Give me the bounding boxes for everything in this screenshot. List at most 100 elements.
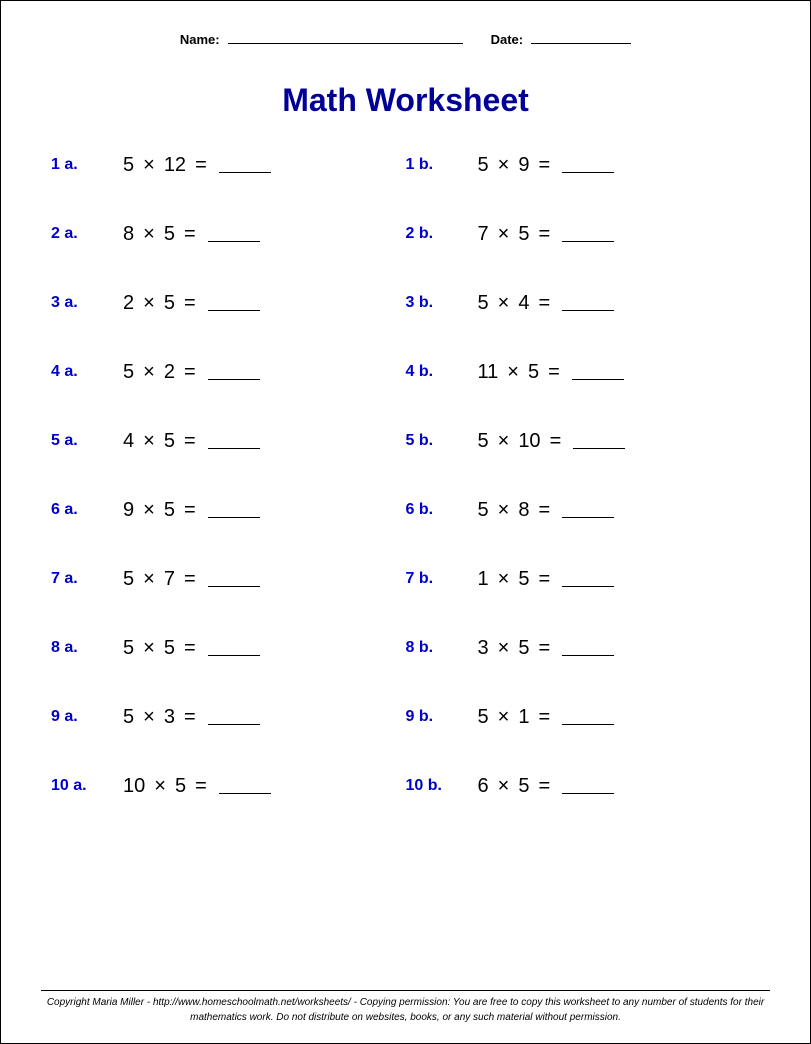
operand-a: 2 bbox=[123, 292, 134, 315]
equals-sign: = bbox=[195, 775, 207, 798]
operand-b: 5 bbox=[518, 637, 529, 660]
answer-blank[interactable] bbox=[562, 710, 614, 725]
operand-b: 1 bbox=[518, 706, 529, 729]
problem-number: 9 a. bbox=[51, 708, 123, 726]
multiply-icon: × bbox=[498, 637, 510, 660]
answer-blank[interactable] bbox=[208, 710, 260, 725]
answer-blank[interactable] bbox=[562, 503, 614, 518]
answer-blank[interactable] bbox=[572, 365, 624, 380]
problem-equation: 6×5= bbox=[478, 775, 615, 798]
operand-a: 5 bbox=[123, 637, 134, 660]
operand-b: 2 bbox=[164, 361, 175, 384]
multiply-icon: × bbox=[143, 154, 155, 177]
answer-blank[interactable] bbox=[562, 296, 614, 311]
equals-sign: = bbox=[195, 154, 207, 177]
operand-a: 5 bbox=[123, 706, 134, 729]
operand-b: 5 bbox=[164, 223, 175, 246]
operand-a: 5 bbox=[478, 154, 489, 177]
equals-sign: = bbox=[538, 568, 550, 591]
multiply-icon: × bbox=[143, 706, 155, 729]
problem-row: 2 b.7×5= bbox=[406, 223, 761, 246]
problem-number: 7 a. bbox=[51, 570, 123, 588]
equals-sign: = bbox=[184, 430, 196, 453]
answer-blank[interactable] bbox=[573, 434, 625, 449]
equals-sign: = bbox=[538, 223, 550, 246]
operand-b: 5 bbox=[528, 361, 539, 384]
name-blank[interactable] bbox=[228, 31, 463, 44]
equals-sign: = bbox=[538, 637, 550, 660]
multiply-icon: × bbox=[507, 361, 519, 384]
problem-equation: 5 × 12 = bbox=[123, 154, 271, 177]
answer-blank[interactable] bbox=[562, 572, 614, 587]
answer-blank[interactable] bbox=[208, 641, 260, 656]
answer-blank[interactable] bbox=[208, 572, 260, 587]
worksheet-page: Name: Date: Math Worksheet 1 a.5×12=1 b.… bbox=[0, 0, 811, 1044]
equals-sign: = bbox=[538, 292, 550, 315]
operand-b: 3 bbox=[164, 706, 175, 729]
answer-blank[interactable] bbox=[562, 641, 614, 656]
problem-equation: 5×4= bbox=[478, 292, 615, 315]
operand-a: 3 bbox=[478, 637, 489, 660]
problem-row: 1 a.5 × 12 = bbox=[51, 154, 406, 177]
answer-blank[interactable] bbox=[208, 503, 260, 518]
multiply-icon: × bbox=[498, 154, 510, 177]
date-label: Date: bbox=[491, 32, 524, 47]
copyright-footer: Copyright Maria Miller - http://www.home… bbox=[41, 990, 770, 1025]
operand-b: 5 bbox=[518, 775, 529, 798]
answer-blank[interactable] bbox=[562, 779, 614, 794]
operand-b: 10 bbox=[518, 430, 540, 453]
multiply-icon: × bbox=[498, 223, 510, 246]
problem-number: 10 a. bbox=[51, 777, 123, 795]
equals-sign: = bbox=[184, 568, 196, 591]
problem-number: 7 b. bbox=[406, 570, 478, 588]
problem-number: 1 a. bbox=[51, 156, 123, 174]
operand-a: 6 bbox=[478, 775, 489, 798]
problem-row: 8 a.5×5= bbox=[51, 637, 406, 660]
problem-equation: 5×10= bbox=[478, 430, 626, 453]
page-title: Math Worksheet bbox=[41, 82, 770, 119]
problem-row: 4 b.11×5= bbox=[406, 361, 761, 384]
multiply-icon: × bbox=[498, 430, 510, 453]
problem-number: 4 b. bbox=[406, 363, 478, 381]
answer-blank[interactable] bbox=[208, 365, 260, 380]
operand-a: 11 bbox=[478, 361, 499, 384]
problem-equation: 8×5= bbox=[123, 223, 260, 246]
multiply-icon: × bbox=[154, 775, 166, 798]
operand-b: 5 bbox=[164, 292, 175, 315]
problem-number: 3 b. bbox=[406, 294, 478, 312]
answer-blank[interactable] bbox=[562, 227, 614, 242]
operand-a: 5 bbox=[123, 154, 134, 177]
problem-equation: 7×5= bbox=[478, 223, 615, 246]
operand-b: 5 bbox=[164, 499, 175, 522]
answer-blank[interactable] bbox=[208, 296, 260, 311]
problem-row: 9 a.5×3= bbox=[51, 706, 406, 729]
equals-sign: = bbox=[184, 361, 196, 384]
problem-number: 10 b. bbox=[406, 777, 478, 795]
problem-equation: 5×2= bbox=[123, 361, 260, 384]
operand-b: 12 bbox=[164, 154, 186, 177]
problem-equation: 5×8= bbox=[478, 499, 615, 522]
problem-row: 9 b.5×1= bbox=[406, 706, 761, 729]
answer-blank[interactable] bbox=[208, 227, 260, 242]
multiply-icon: × bbox=[143, 223, 155, 246]
multiply-icon: × bbox=[143, 568, 155, 591]
problem-equation: 10×5= bbox=[123, 775, 271, 798]
answer-blank[interactable] bbox=[562, 158, 614, 173]
answer-blank[interactable] bbox=[208, 434, 260, 449]
operand-b: 5 bbox=[518, 568, 529, 591]
problem-row: 3 b.5×4= bbox=[406, 292, 761, 315]
answer-blank[interactable] bbox=[219, 158, 271, 173]
problem-row: 6 a.9×5= bbox=[51, 499, 406, 522]
date-blank[interactable] bbox=[531, 31, 631, 44]
multiply-icon: × bbox=[498, 568, 510, 591]
equals-sign: = bbox=[184, 499, 196, 522]
operand-b: 5 bbox=[518, 223, 529, 246]
problem-row: 2 a.8×5= bbox=[51, 223, 406, 246]
answer-blank[interactable] bbox=[219, 779, 271, 794]
multiply-icon: × bbox=[498, 706, 510, 729]
problem-row: 6 b.5×8= bbox=[406, 499, 761, 522]
problem-row: 7 a.5×7= bbox=[51, 568, 406, 591]
operand-a: 5 bbox=[123, 361, 134, 384]
operand-a: 1 bbox=[478, 568, 489, 591]
multiply-icon: × bbox=[498, 292, 510, 315]
